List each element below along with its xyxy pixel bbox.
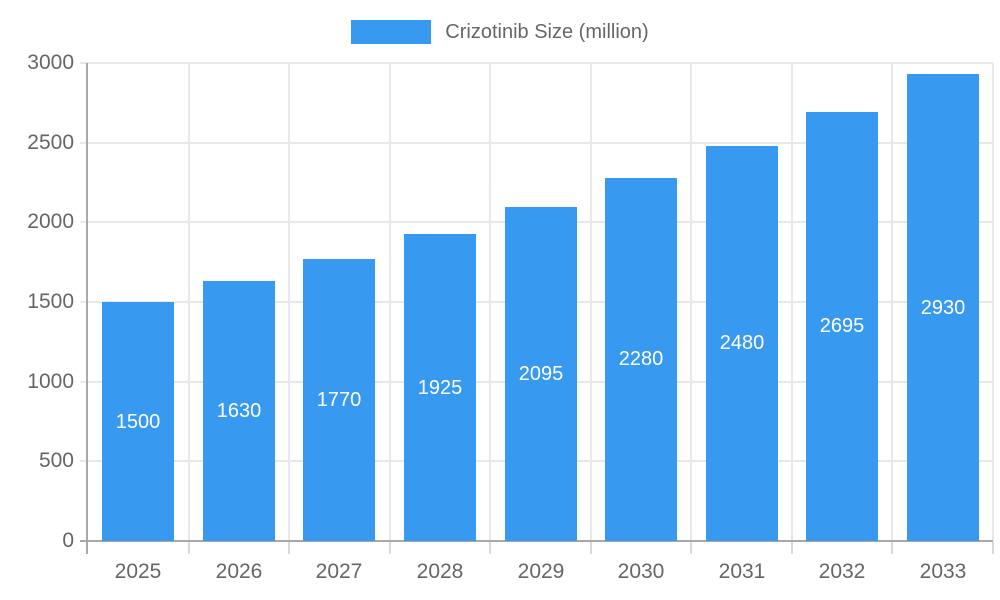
x-axis-tick: [690, 542, 692, 554]
bar[interactable]: 2095: [505, 207, 577, 541]
bar[interactable]: 1500: [102, 302, 174, 541]
x-axis-tick: [891, 542, 893, 554]
bar-value-label: 2280: [618, 348, 664, 371]
legend-label: Crizotinib Size (million): [445, 20, 649, 43]
gridline-horizontal: [80, 62, 993, 64]
x-tick-label: 2032: [818, 560, 866, 583]
y-axis-line: [86, 63, 88, 554]
bar-value-label: 1630: [216, 400, 262, 423]
y-tick-label: 3000: [27, 51, 74, 74]
gridline-vertical: [188, 63, 190, 541]
bar[interactable]: 1770: [303, 258, 375, 541]
bar-value-label: 2095: [518, 363, 564, 386]
x-tick-label: 2029: [517, 560, 565, 583]
gridline-vertical: [489, 63, 491, 541]
gridline-vertical: [389, 63, 391, 541]
y-tick-label: 1000: [27, 369, 74, 393]
x-tick-label: 2033: [919, 560, 967, 583]
gridline-vertical: [891, 63, 893, 541]
bar[interactable]: 1925: [404, 234, 476, 541]
gridline-vertical: [590, 63, 592, 541]
y-tick-label: 2500: [27, 130, 74, 154]
legend-swatch-icon: [351, 20, 432, 44]
bar[interactable]: 2695: [806, 111, 878, 541]
bar[interactable]: 2930: [907, 74, 979, 541]
y-tick-label: 0: [62, 529, 74, 552]
gridline-vertical: [992, 63, 994, 541]
gridline-vertical: [288, 63, 290, 541]
x-tick-label: 2027: [315, 560, 363, 583]
legend[interactable]: Crizotinib Size (million): [0, 19, 1000, 45]
x-axis-tick: [590, 542, 592, 554]
y-tick-label: 500: [38, 449, 74, 473]
bar[interactable]: 2280: [605, 177, 677, 541]
x-tick-label: 2026: [215, 560, 263, 583]
x-axis-tick: [188, 542, 190, 554]
x-tick-label: 2030: [617, 560, 665, 583]
x-axis-tick: [489, 542, 491, 554]
gridline-horizontal: [80, 141, 993, 144]
bar-value-label: 1925: [417, 376, 463, 399]
bar-value-label: 2480: [719, 332, 765, 355]
x-tick-label: 2031: [718, 560, 766, 583]
x-axis-tick: [389, 542, 391, 554]
x-tick-label: 2028: [416, 560, 464, 583]
bar-value-label: 2930: [920, 296, 966, 319]
y-tick-label: 1500: [27, 290, 74, 313]
gridline-vertical: [690, 63, 692, 541]
bar[interactable]: 2480: [706, 145, 778, 541]
x-axis-tick: [288, 542, 290, 554]
x-tick-label: 2025: [114, 560, 162, 583]
x-axis-line: [80, 540, 993, 542]
bar-value-label: 2695: [819, 315, 865, 338]
bar[interactable]: 1630: [203, 281, 275, 541]
bar-value-label: 1770: [316, 388, 362, 411]
gridline-vertical: [791, 63, 793, 541]
y-tick-label: 2000: [27, 210, 74, 234]
x-axis-tick: [992, 542, 994, 554]
x-axis-tick: [791, 542, 793, 554]
bar-value-label: 1500: [115, 410, 161, 433]
